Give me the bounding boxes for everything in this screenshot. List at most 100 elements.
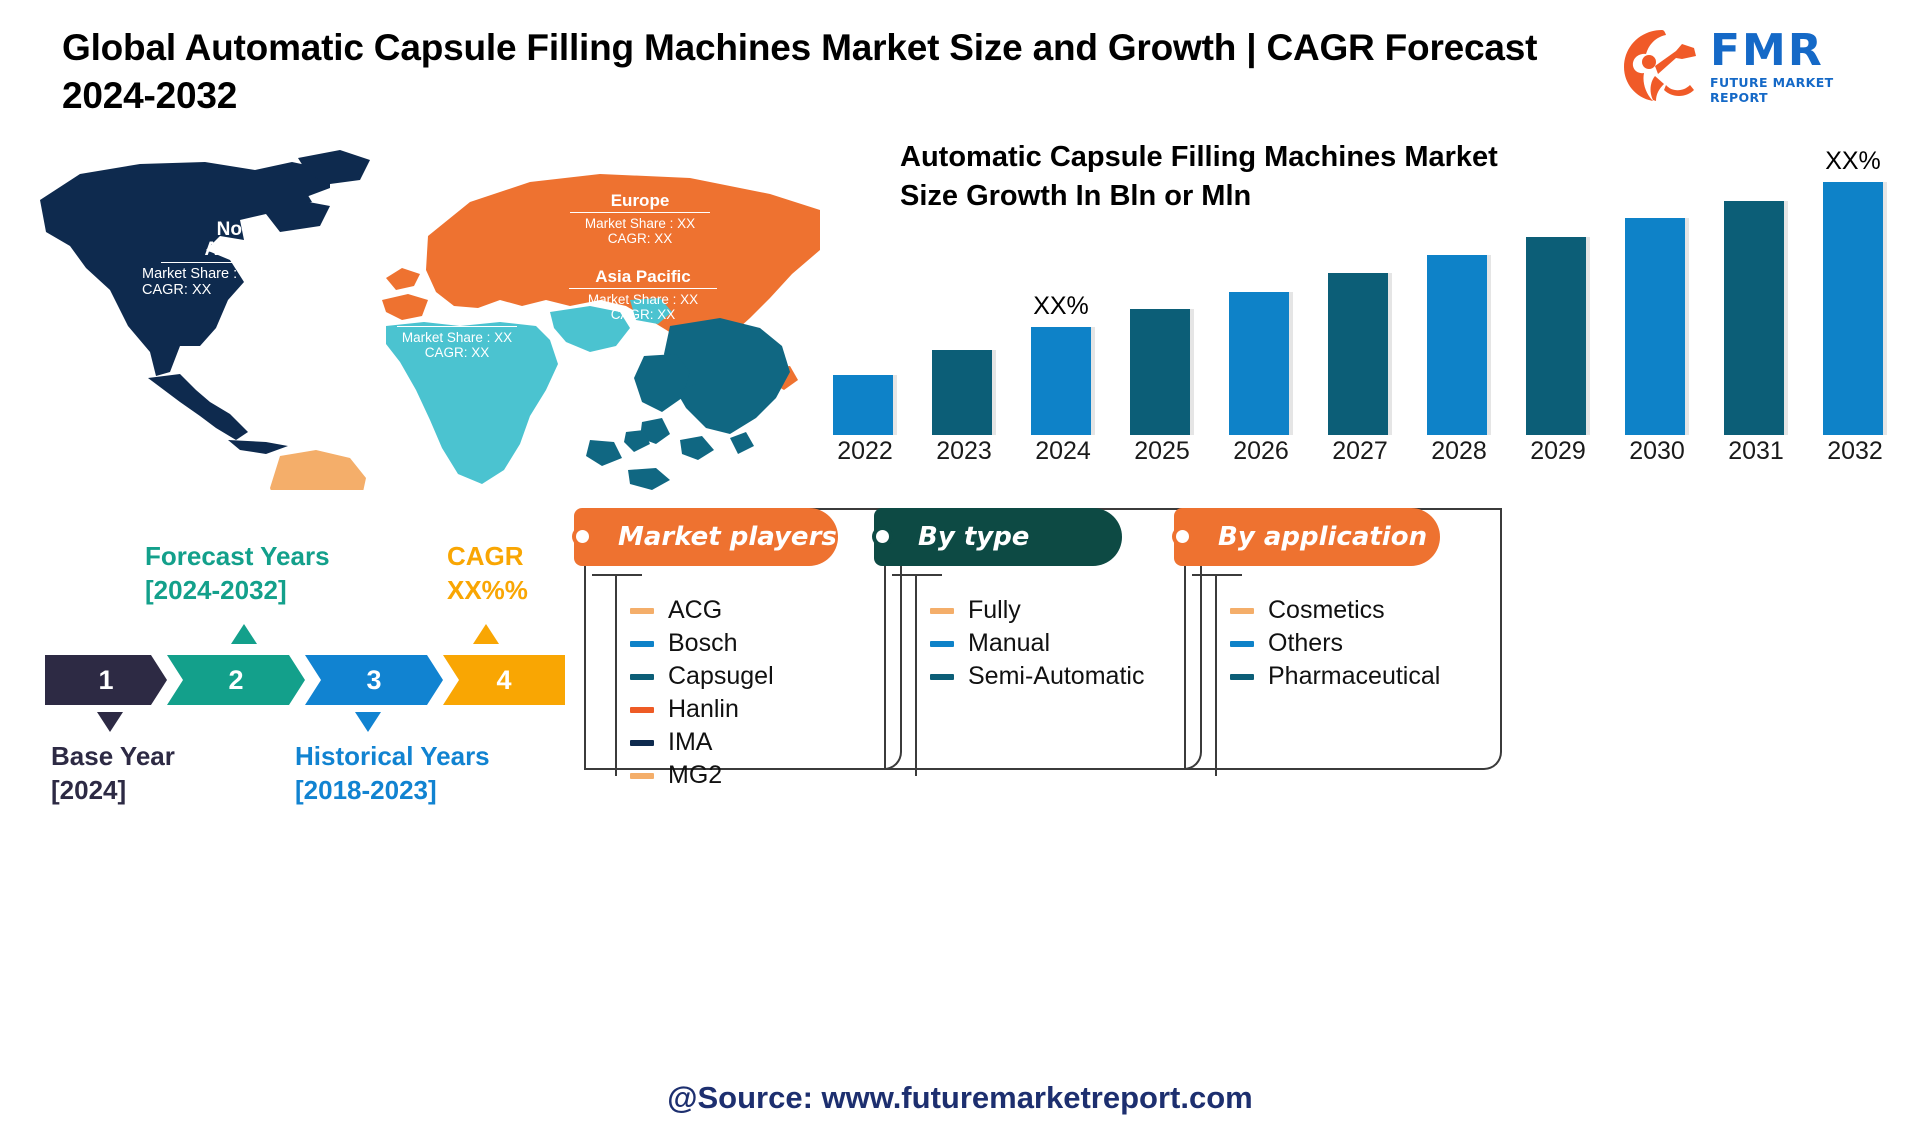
x-tick-2023: 2023	[936, 437, 992, 465]
list-item[interactable]: Fully	[930, 594, 1200, 627]
list-item[interactable]: Cosmetics	[1230, 594, 1500, 627]
legend-swatch-icon	[1230, 673, 1254, 680]
map-region-north-america	[40, 150, 370, 454]
bar-2026[interactable]	[1229, 170, 1293, 435]
timeline-segment-number: 3	[366, 664, 382, 695]
bar-2028[interactable]	[1427, 170, 1491, 435]
list-item[interactable]: Capsugel	[630, 660, 900, 693]
bar-chart-x-axis: 2022 2023 2024 2025 2026 2027 2028 2029 2030 2031…	[815, 437, 1905, 471]
bar-rect	[1724, 201, 1784, 435]
map-label-asia-pacific: Asia Pacific Market Share : XX CAGR: XX	[548, 267, 738, 323]
panel-by-type: By type Fully Manual Semi-Automatic	[860, 500, 1202, 810]
timeline-segment-1[interactable]: 1	[45, 655, 167, 705]
bar-2025[interactable]	[1130, 170, 1194, 435]
bar-rect	[1328, 273, 1388, 435]
map-cagr-value: CAGR: XX	[142, 282, 212, 299]
map-cagr-value: CAGR: XX	[424, 345, 490, 361]
bar-2029[interactable]	[1526, 170, 1590, 435]
bar-2030[interactable]	[1625, 170, 1689, 435]
map-region-south-america	[270, 450, 366, 490]
panel-heading-pill[interactable]: Market players	[574, 508, 838, 566]
legend-swatch-icon	[630, 607, 654, 614]
map-share-value: Market Share : XX	[260, 380, 372, 396]
map-share-value: Market Share : XX	[142, 266, 261, 283]
list-item[interactable]: MG2	[630, 759, 900, 792]
panel-dot-icon	[876, 530, 889, 543]
bar-2031[interactable]	[1724, 170, 1788, 435]
x-tick-2027: 2027	[1332, 437, 1388, 465]
map-share-value: Market Share : XX	[401, 330, 513, 346]
bar-2032[interactable]: XX%	[1823, 147, 1887, 435]
list-item[interactable]: Manual	[930, 627, 1200, 660]
list-item[interactable]: Others	[1230, 627, 1500, 660]
timeline-segment-number: 4	[496, 664, 512, 695]
bar-2022[interactable]	[833, 170, 897, 435]
bar-2027[interactable]	[1328, 170, 1392, 435]
timeline-note-cagr: CAGR XX%%	[447, 541, 528, 605]
timeline-segment-4[interactable]: 4	[443, 655, 565, 705]
map-label-title: Asia Pacific	[595, 267, 691, 286]
list-item[interactable]: IMA	[630, 726, 900, 759]
panel-heading-label: By application	[1218, 522, 1428, 552]
forecast-timeline: Forecast Years [2024-2032] CAGR XX%% 1 2…	[45, 540, 565, 830]
list-item[interactable]: Pharmaceutical	[1230, 660, 1500, 693]
chart-title: Automatic Capsule Filling Machines Marke…	[900, 141, 1498, 212]
bar-cagr-label-2032: XX%	[1825, 147, 1881, 175]
panel-market-players: Market players ACG Bosch Capsugel Hanlin…	[560, 500, 902, 810]
x-tick-2032: 2032	[1827, 437, 1883, 465]
panel-by-application: By application Cosmetics Others Pharmace…	[1160, 500, 1502, 810]
bar-rect	[932, 350, 992, 435]
list-item[interactable]: Hanlin	[630, 693, 900, 726]
panel-heading-pill[interactable]: By application	[1174, 508, 1440, 566]
timeline-arrow-up-cagr	[473, 624, 499, 644]
map-label-title: South America	[256, 355, 376, 374]
map-cagr-value: CAGR: XX	[283, 395, 349, 411]
map-share-value: Market Share : XX	[584, 216, 696, 232]
panel-list-by-application: Cosmetics Others Pharmaceutical	[1230, 594, 1500, 693]
map-region-asia-pacific	[586, 318, 790, 490]
timeline-arrow-down-base-year	[97, 712, 123, 732]
legend-swatch-icon	[930, 640, 954, 647]
map-label-title: North America	[204, 219, 280, 261]
bar-rect	[1823, 182, 1883, 435]
bar-rect	[1229, 292, 1289, 435]
x-tick-2022: 2022	[837, 437, 893, 465]
timeline-segment-3[interactable]: 3	[305, 655, 443, 705]
legend-swatch-icon	[930, 673, 954, 680]
timeline-band: 1 2 3 4	[45, 655, 565, 705]
bar-2023[interactable]	[932, 170, 996, 435]
panel-list-market-players: ACG Bosch Capsugel Hanlin IMA MG2	[630, 594, 900, 792]
panel-list-by-type: Fully Manual Semi-Automatic	[930, 594, 1200, 693]
timeline-segment-number: 1	[98, 664, 114, 695]
telescope-icon	[1620, 26, 1706, 104]
bar-2024[interactable]: XX%	[1031, 170, 1095, 435]
logo-wordmark: FMR	[1710, 25, 1824, 76]
legend-swatch-icon	[930, 607, 954, 614]
timeline-note-base-year: Base Year [2024]	[51, 741, 175, 805]
x-tick-2024: 2024	[1035, 437, 1091, 465]
list-item[interactable]: ACG	[630, 594, 900, 627]
logo-tagline: FUTURE MARKET REPORT	[1710, 74, 1834, 105]
list-item[interactable]: Semi-Automatic	[930, 660, 1200, 693]
legend-swatch-icon	[630, 640, 654, 647]
map-cagr-value: CAGR: XX	[610, 307, 676, 323]
map-label-title: MEA	[438, 305, 476, 324]
legend-swatch-icon	[1230, 607, 1254, 614]
list-item[interactable]: Bosch	[630, 627, 900, 660]
world-map: North America Market Share : XX CAGR: XX…	[30, 140, 820, 490]
map-region-mea	[386, 298, 672, 484]
x-tick-2025: 2025	[1134, 437, 1190, 465]
panel-heading-label: Market players	[618, 522, 837, 552]
timeline-segment-2[interactable]: 2	[167, 655, 305, 705]
source-footer: @Source: www.futuremarketreport.com	[667, 1080, 1253, 1115]
legend-swatch-icon	[630, 772, 654, 779]
bar-rect	[833, 375, 893, 435]
map-label-europe: Europe Market Share : XX CAGR: XX	[550, 191, 730, 246]
panel-heading-pill[interactable]: By type	[874, 508, 1122, 566]
x-tick-2028: 2028	[1431, 437, 1487, 465]
panel-dot-icon	[1176, 530, 1189, 543]
bar-cagr-label-2024: XX%	[1033, 292, 1089, 320]
x-tick-2031: 2031	[1728, 437, 1784, 465]
x-tick-2026: 2026	[1233, 437, 1289, 465]
map-share-value: Market Share : XX	[587, 292, 699, 308]
